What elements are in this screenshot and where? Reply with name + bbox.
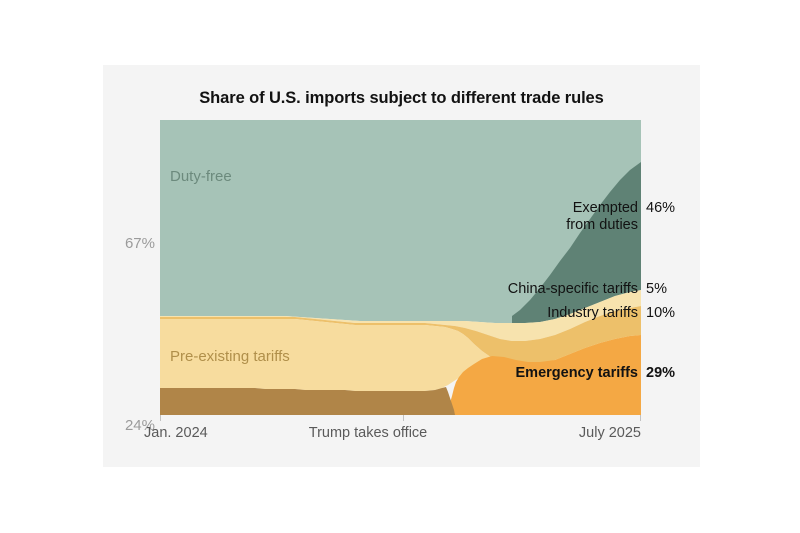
end-label-china-specific-tariffs: China-specific tariffs [458,281,638,298]
end-label-china-specific-tariffs-text: China-specific tariffs [507,281,638,297]
x-tick-trump-takes-office [403,415,404,421]
end-label-exempted-from-duties: Exempted from duties [483,200,638,234]
end-value-emergency-tariffs: 29% [646,365,676,381]
area-emergency-tariffs [446,335,641,415]
y-axis-label-upper: 67% [124,235,155,252]
end-value-china-specific-tariffs: 5% [646,281,667,297]
end-label-exempted-from-duties-text: Exempted from duties [566,200,638,233]
end-label-industry-tariffs: Industry tariffs [458,305,638,322]
area-pre-existing-tariffs [160,319,641,391]
series-label-pre-existing-tariffs: Pre-existing tariffs [170,348,290,365]
x-axis-label-start: Jan. 2024 [144,425,208,441]
area-duty-free [160,120,641,323]
series-label-duty-free: Duty-free [170,168,232,185]
end-label-emergency-tariffs: Emergency tariffs [458,365,639,382]
x-tick-july-2025 [640,415,641,421]
area-exempted-from-duties [512,162,641,323]
area-base-duties [160,387,455,415]
y-axis-label-lower: 24% [124,417,155,434]
x-axis-label-end: July 2025 [578,425,641,441]
chart-title: Share of U.S. imports subject to differe… [199,89,604,107]
end-value-exempted-from-duties: 46% [646,200,676,216]
end-value-industry-tariffs: 10% [646,305,676,321]
x-axis-label-middle: Trump takes office [308,425,428,441]
chart-card: Share of U.S. imports subject to differe… [103,65,700,467]
area-industry-tariffs [160,306,641,366]
end-label-emergency-tariffs-text: Emergency tariffs [515,365,639,381]
plot-area: Duty-free Pre-existing tariffs [160,120,641,421]
x-tick-jan-2024 [160,415,161,421]
area-china-specific-tariffs [160,290,641,341]
stacked-area-svg [160,120,641,415]
end-label-industry-tariffs-text: Industry tariffs [547,305,638,321]
